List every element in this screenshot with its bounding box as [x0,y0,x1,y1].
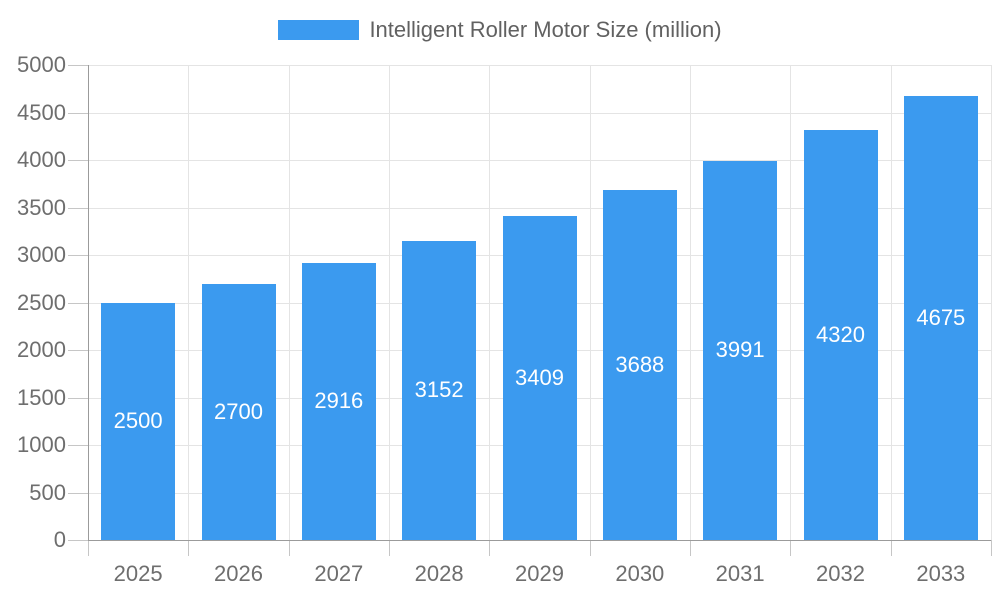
y-tick [68,207,88,209]
y-tick [68,540,88,541]
x-tick-label: 2028 [414,561,464,586]
y-tick-label: 4000 [17,147,66,172]
v-gridline [489,65,491,540]
x-tick [288,540,290,556]
bar-2033[interactable]: 4675 [903,95,978,540]
bar-value-label: 3991 [715,337,765,363]
v-gridline [991,65,992,540]
y-tick [68,255,88,256]
y-tick-label: 1500 [17,384,66,410]
x-tick [389,540,390,556]
legend-item[interactable]: Intelligent Roller Motor Size (million) [0,17,1000,43]
x-tick [589,540,591,556]
x-tick-label: 2032 [816,561,865,586]
v-gridline [288,65,290,540]
bar-value-label: 2500 [113,408,163,434]
h-gridline [88,112,991,114]
v-gridline [389,65,390,540]
x-tick-label: 2027 [314,561,364,586]
x-tick [890,540,892,556]
x-tick-label: 2030 [615,561,665,586]
bar-value-label: 3152 [414,377,464,403]
bar-2032[interactable]: 4320 [803,129,878,540]
y-tick [68,445,88,446]
y-tick-label: 5000 [17,52,66,77]
h-gridline [88,160,991,161]
x-axis-line [88,540,991,541]
bar-2029[interactable]: 3409 [502,216,577,540]
x-tick [188,540,190,556]
bar-value-label: 4675 [916,304,966,330]
y-tick-label: 3500 [17,194,66,220]
x-tick [991,540,992,556]
y-tick [68,112,88,114]
v-gridline [790,65,792,540]
y-tick [68,492,88,494]
bar-value-label: 2700 [214,398,263,424]
y-tick-label: 2500 [17,289,66,315]
x-tick-label: 2029 [515,561,564,586]
bar-value-label: 2916 [314,388,364,414]
bar-2031[interactable]: 3991 [703,160,778,540]
y-tick-label: 500 [29,479,66,505]
bar-value-label: 3688 [615,351,665,377]
bar-2030[interactable]: 3688 [602,189,677,540]
x-tick-label: 2025 [113,561,163,586]
bar-value-label: 3409 [515,365,564,391]
y-tick [68,350,88,351]
v-gridline [188,65,190,540]
y-tick-label: 4500 [17,99,66,125]
legend-label: Intelligent Roller Motor Size (million) [369,17,722,42]
y-tick-label: 1000 [17,432,66,457]
h-gridline [88,65,991,66]
x-tick [790,540,792,556]
y-tick [68,397,88,399]
legend-swatch [278,20,360,40]
x-tick [88,540,89,556]
bar-2027[interactable]: 2916 [301,262,376,540]
v-gridline [589,65,591,540]
x-tick-label: 2033 [916,561,966,586]
h-gridline [88,207,991,209]
x-tick-label: 2026 [214,561,263,586]
y-tick [68,302,88,304]
x-tick [690,540,691,556]
x-tick [489,540,491,556]
v-gridline [690,65,691,540]
v-gridline [890,65,892,540]
x-tick-label: 2031 [715,561,765,586]
bar-2028[interactable]: 3152 [402,240,477,540]
bar-value-label: 4320 [816,321,865,347]
bar-2026[interactable]: 2700 [201,283,276,540]
y-tick [68,160,88,161]
y-tick-label: 0 [53,527,66,552]
y-tick-label: 3000 [17,242,66,267]
bar-2025[interactable]: 2500 [101,302,176,540]
y-axis-line [88,65,89,540]
y-tick-label: 2000 [17,337,66,362]
y-tick [68,65,88,66]
